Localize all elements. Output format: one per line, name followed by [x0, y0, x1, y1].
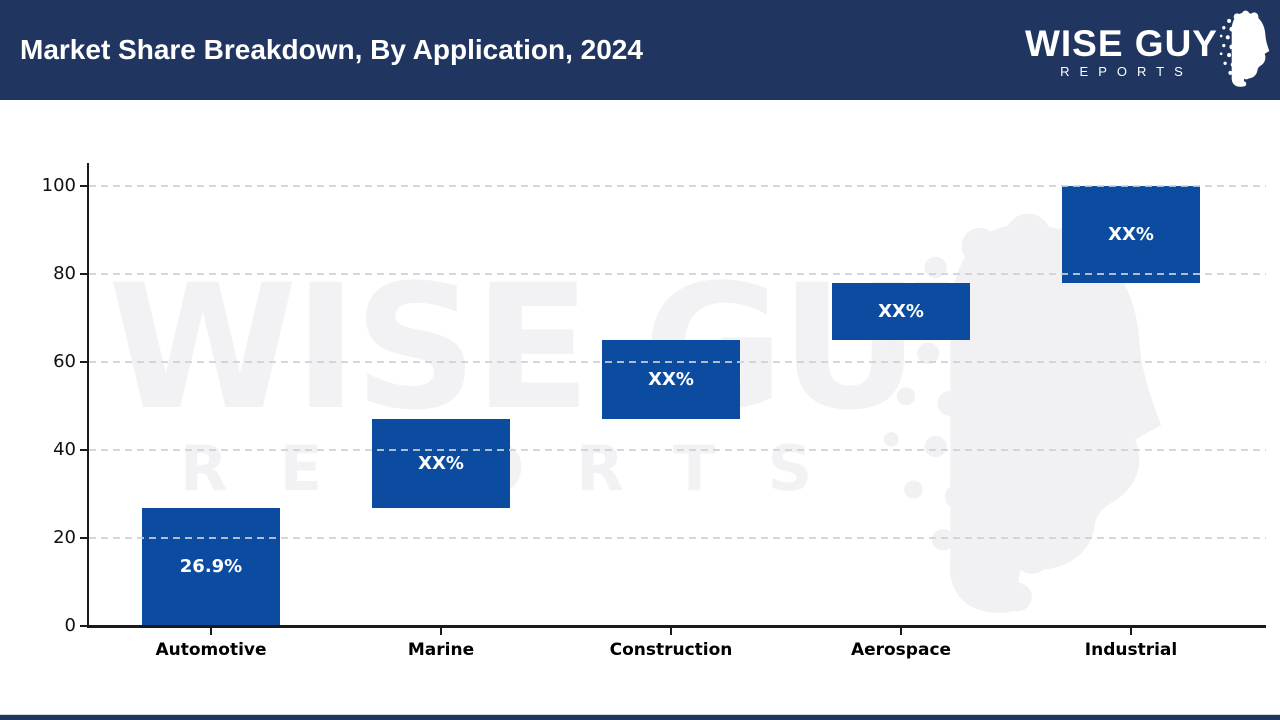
x-label-industrial: Industrial	[1084, 640, 1178, 660]
x-tick-construction	[670, 627, 672, 635]
x-tick-aerospace	[900, 627, 902, 635]
x-axis-line	[87, 625, 1266, 628]
y-tick-60	[80, 361, 87, 363]
bar-value-label: XX%	[648, 369, 694, 391]
y-tick-label-100: 100	[41, 175, 76, 196]
bar-marine: XX%	[372, 419, 510, 508]
bar-aerospace: XX%	[832, 282, 970, 340]
y-tick-label-40: 40	[53, 439, 76, 460]
y-tick-label-20: 20	[53, 527, 76, 548]
bar-industrial: XX%	[1062, 186, 1200, 283]
wiseguy-logo: WISE GUY REPORTS	[1025, 8, 1270, 94]
x-label-construction: Construction	[609, 640, 733, 660]
bar-value-label: 26.9%	[179, 556, 243, 578]
bar-automotive: 26.9%	[142, 507, 280, 626]
gridline-80	[89, 273, 1266, 275]
y-tick-100	[80, 185, 87, 187]
gridline-40	[89, 449, 1266, 451]
logo-text: WISE GUY REPORTS	[1025, 25, 1218, 78]
x-label-automotive: Automotive	[155, 640, 267, 660]
x-tick-marine	[440, 627, 442, 635]
y-tick-20	[80, 537, 87, 539]
bar-value-label: XX%	[878, 300, 924, 322]
y-tick-label-60: 60	[53, 351, 76, 372]
bar-construction: XX%	[602, 340, 740, 420]
x-tick-industrial	[1130, 627, 1132, 635]
footer-bar	[0, 714, 1280, 720]
bar-value-label: XX%	[418, 452, 464, 474]
y-tick-label-80: 80	[53, 263, 76, 284]
x-label-marine: Marine	[407, 640, 475, 660]
gridline-20	[89, 537, 1266, 539]
logo-wordmark: WISE GUY	[1024, 22, 1218, 64]
gridline-100	[89, 185, 1266, 187]
logo-face-icon	[1219, 10, 1270, 87]
y-tick-label-0: 0	[64, 615, 76, 636]
y-tick-80	[80, 273, 87, 275]
y-tick-40	[80, 449, 87, 451]
x-label-aerospace: Aerospace	[850, 640, 952, 660]
bar-value-label: XX%	[1108, 223, 1154, 245]
header: Market Share Breakdown, By Application, …	[0, 0, 1280, 100]
y-axis-line	[87, 163, 89, 628]
page-title: Market Share Breakdown, By Application, …	[20, 34, 643, 65]
x-tick-automotive	[210, 627, 212, 635]
gridline-60	[89, 361, 1266, 363]
watermark-subtext: REPORTS	[180, 432, 865, 505]
logo-subtext: REPORTS	[1060, 63, 1193, 79]
y-tick-0	[80, 625, 87, 627]
